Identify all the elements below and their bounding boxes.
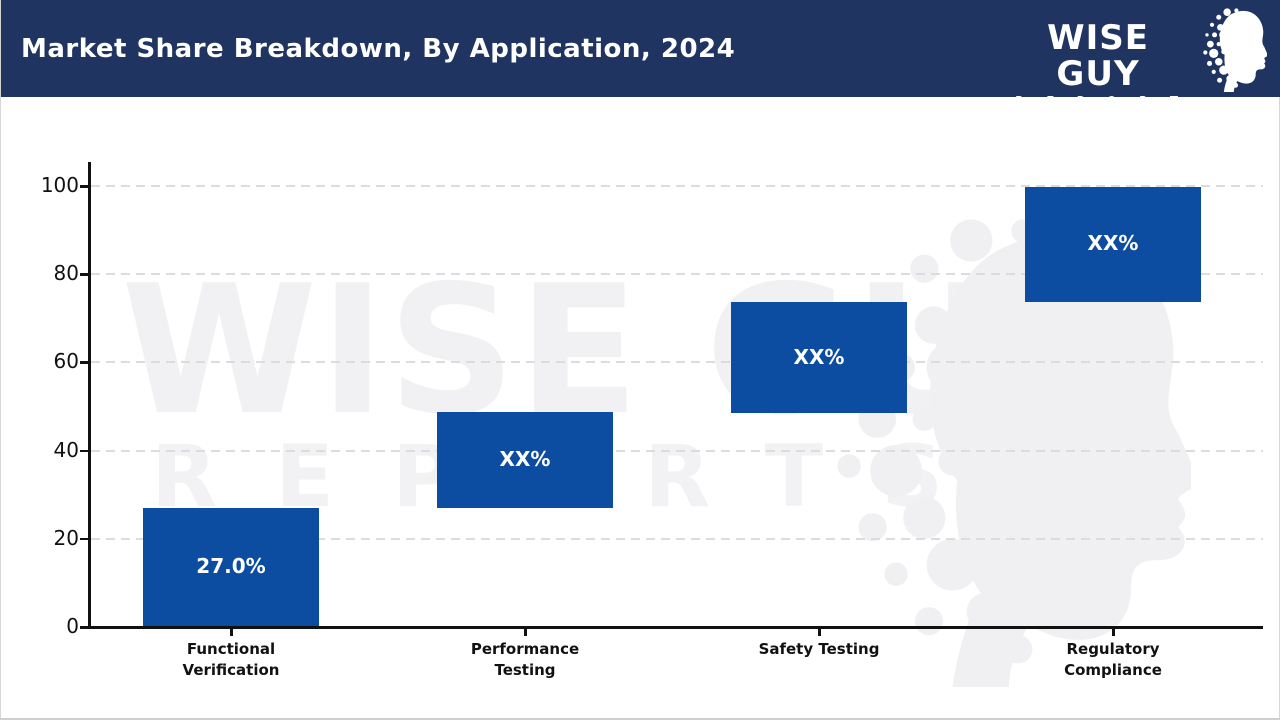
wiseguy-logo-wordmark: WISE GUY — [1047, 18, 1149, 94]
y-tick-mark — [80, 449, 88, 453]
y-tick-mark — [80, 185, 88, 188]
wiseguy-logo-subtitle: R E P O R T S — [1015, 95, 1187, 125]
bar — [1025, 186, 1201, 302]
y-tick-mark — [80, 626, 88, 629]
x-category-label: Regulatory Compliance — [1064, 640, 1162, 679]
y-tick-label: 100 — [40, 173, 79, 197]
bar-label: XX% — [499, 447, 551, 472]
bar-label: XX% — [1087, 231, 1139, 256]
y-tick-label: 80 — [53, 261, 79, 286]
grid-line — [91, 273, 1263, 276]
page-title: Market Share Breakdown, By Application, … — [21, 33, 736, 64]
grid-line — [91, 449, 1263, 452]
grid-line — [91, 361, 1263, 364]
x-tick-mark — [1112, 628, 1115, 636]
grid-line — [91, 537, 1263, 540]
y-tick-label: 20 — [53, 525, 79, 550]
y-tick-label: 0 — [66, 614, 79, 638]
x-tick-mark — [818, 628, 821, 636]
bar-label: XX% — [793, 344, 845, 369]
x-category-label: Performance Testing — [470, 640, 580, 679]
wiseguy-logo: WISE GUY R E P O R T S — [1007, 6, 1268, 125]
bar — [731, 301, 907, 414]
bar — [143, 507, 319, 627]
bar-label: 27.0% — [196, 554, 266, 579]
y-tick-label: 40 — [53, 437, 79, 462]
x-category-label: Safety Testing — [758, 640, 880, 658]
x-axis-line — [88, 626, 1263, 629]
y-tick-label: 60 — [53, 349, 79, 374]
y-tick-mark — [80, 361, 88, 364]
bar — [437, 412, 613, 508]
x-tick-mark — [230, 628, 233, 636]
grid-line — [91, 185, 1263, 187]
y-tick-mark — [80, 537, 88, 541]
wiseguy-logo-text: WISE GUY R E P O R T S — [1007, 20, 1189, 125]
x-tick-mark — [524, 628, 527, 636]
x-category-label: Functional Verification — [182, 640, 280, 679]
y-axis-line — [88, 162, 91, 628]
header-bar: Market Share Breakdown, By Application, … — [1, 0, 1280, 125]
y-tick-mark — [80, 273, 88, 276]
